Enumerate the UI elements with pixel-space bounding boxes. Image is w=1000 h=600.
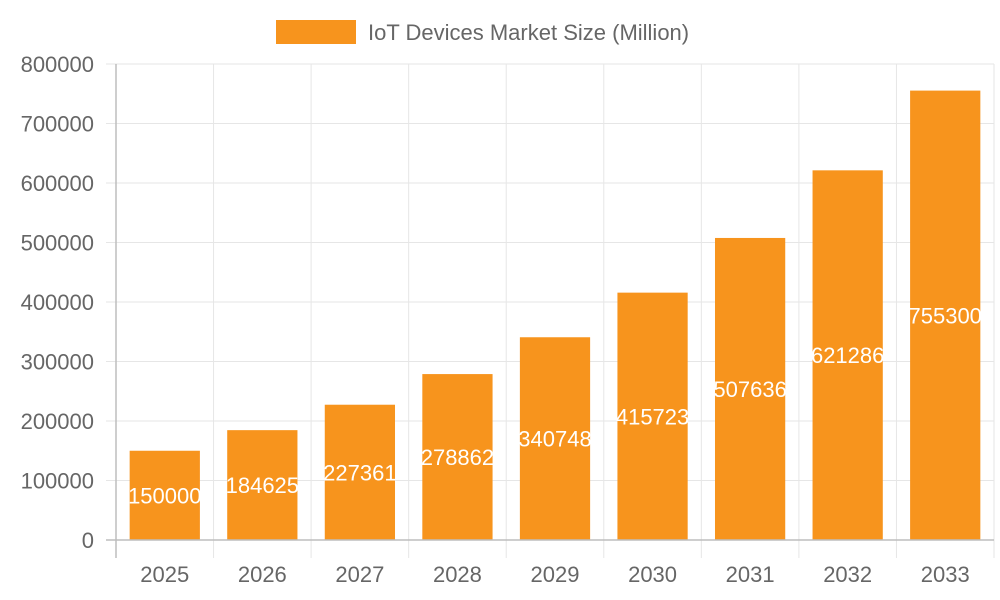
bar-value-label: 150000	[128, 483, 201, 508]
bars: 150000 184625 227361 278862 340748 415723 5076…	[128, 90, 982, 540]
legend[interactable]: IoT Devices Market Size (Million)	[276, 20, 689, 45]
bar-value-label: 755300	[909, 303, 982, 328]
y-tick-label: 500000	[21, 231, 94, 256]
bar-value-label: 507636	[713, 377, 786, 402]
bar-value-label: 340748	[518, 427, 591, 452]
bar[interactable]	[324, 404, 396, 540]
legend-label[interactable]: IoT Devices Market Size (Million)	[368, 20, 689, 45]
bar[interactable]	[617, 292, 688, 540]
axes	[106, 64, 994, 558]
bar[interactable]	[812, 170, 883, 540]
y-axis-ticks: 0 100000 200000 300000 400000 500000 600000 700…	[21, 52, 94, 553]
bar[interactable]	[227, 430, 298, 540]
x-tick-label: 2026	[238, 562, 287, 587]
bar-value-label: 278862	[421, 445, 494, 470]
x-tick-label: 2025	[140, 562, 189, 587]
bar[interactable]	[910, 90, 981, 540]
y-tick-label: 600000	[21, 171, 94, 196]
x-tick-label: 2033	[921, 562, 970, 587]
x-axis-ticks: 2025 2026 2027 2028 2029 2030 2031 2032 2033	[140, 562, 969, 587]
x-tick-label: 2032	[823, 562, 872, 587]
y-tick-label: 200000	[21, 409, 94, 434]
x-tick-label: 2029	[531, 562, 580, 587]
bar-value-label: 415723	[616, 404, 689, 429]
legend-swatch[interactable]	[276, 20, 356, 44]
bar[interactable]	[714, 237, 786, 540]
bar-value-label: 184625	[226, 473, 299, 498]
bar-value-label: 621286	[811, 343, 884, 368]
x-tick-label: 2028	[433, 562, 482, 587]
bar-value-label: 227361	[323, 460, 396, 485]
bar[interactable]	[519, 337, 591, 540]
x-tick-label: 2027	[335, 562, 384, 587]
y-tick-label: 100000	[21, 469, 94, 494]
x-tick-label: 2030	[628, 562, 677, 587]
y-tick-label: 300000	[21, 350, 94, 375]
bar[interactable]	[422, 374, 493, 540]
y-tick-label: 0	[82, 528, 94, 553]
y-tick-label: 400000	[21, 290, 94, 315]
y-tick-label: 800000	[21, 52, 94, 77]
bar[interactable]	[129, 450, 200, 540]
y-tick-label: 700000	[21, 112, 94, 137]
x-tick-label: 2031	[726, 562, 775, 587]
